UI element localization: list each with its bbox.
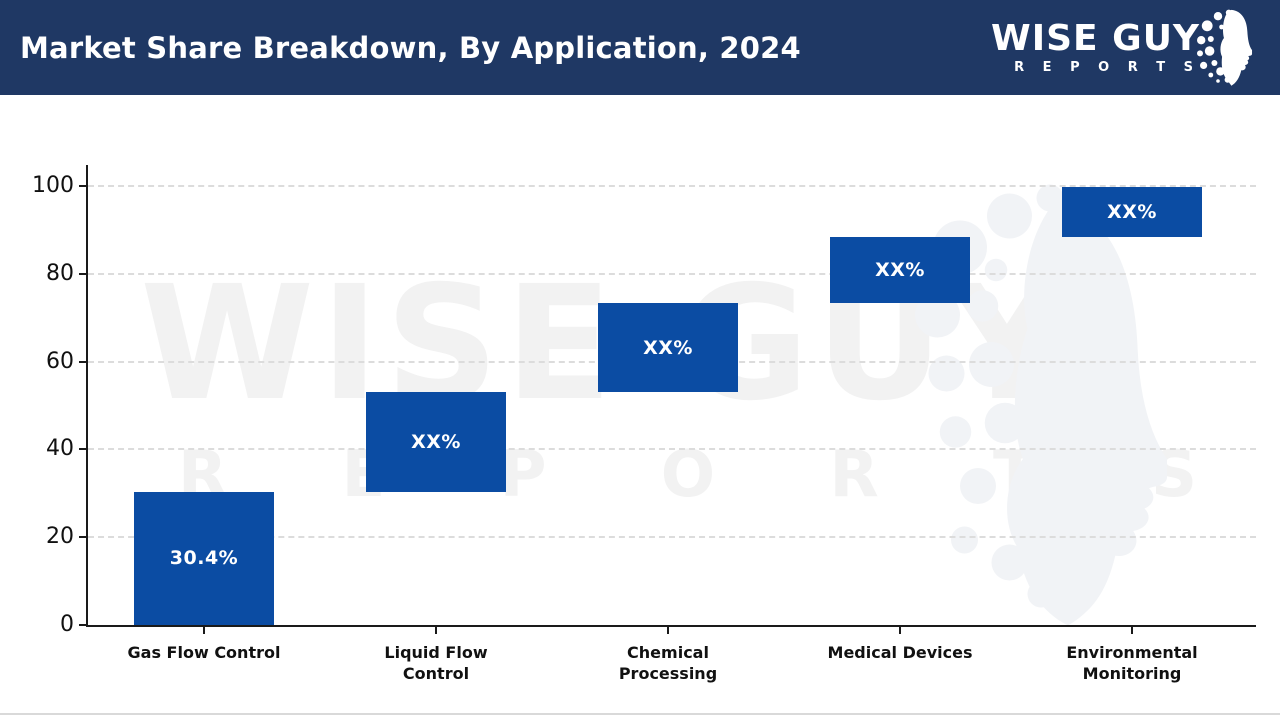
bar-value-label: 30.4% xyxy=(169,547,239,570)
bar-value-label: XX% xyxy=(643,336,693,359)
gridline-y-20 xyxy=(88,536,1256,539)
gridline-y-80 xyxy=(88,272,1256,275)
x-category-label: Chemical Processing xyxy=(618,643,718,683)
header: Market Share Breakdown, By Application, … xyxy=(0,0,1280,95)
x-category-label: Environmental Monitoring xyxy=(1066,643,1198,683)
x-category-label: Medical Devices xyxy=(827,643,973,662)
y-tick-label-0: 0 xyxy=(60,612,74,637)
y-tick-mark-60 xyxy=(79,360,86,363)
bar-segment: XX% xyxy=(598,303,738,393)
bar-segment: XX% xyxy=(1062,187,1202,238)
x-axis-line xyxy=(86,625,1256,627)
x-tick-mark xyxy=(203,627,205,634)
bar-segment: 30.4% xyxy=(134,491,274,625)
x-tick-mark xyxy=(667,627,669,634)
gridline-y-100 xyxy=(88,185,1256,188)
figure-bottom-border xyxy=(0,713,1280,715)
y-axis-line xyxy=(86,165,88,627)
logo-brand-name: WISE GUY xyxy=(990,18,1200,59)
wiseguy-logo: WISE GUY R E P O R T S xyxy=(991,9,1266,87)
watermark-head-icon xyxy=(915,184,1167,626)
logo-brand-subtitle: R E P O R T S xyxy=(1014,60,1200,75)
y-tick-mark-80 xyxy=(79,272,86,275)
gridline-y-40 xyxy=(88,448,1256,451)
y-tick-label-20: 20 xyxy=(46,524,74,550)
bar-value-label: XX% xyxy=(411,430,461,453)
y-tick-mark-0 xyxy=(79,624,86,626)
logo-text: WISE GUY R E P O R T S xyxy=(990,18,1200,75)
y-tick-mark-100 xyxy=(79,185,86,188)
y-tick-label-100: 100 xyxy=(32,173,74,199)
bar-value-label: XX% xyxy=(1107,201,1157,224)
x-category-label: Gas Flow Control xyxy=(127,643,281,662)
y-tick-mark-20 xyxy=(79,536,86,539)
bar-segment: XX% xyxy=(366,392,506,492)
logo-head-icon xyxy=(1197,9,1253,86)
x-tick-mark xyxy=(435,627,437,634)
x-category-label: Liquid Flow Control xyxy=(384,643,488,683)
y-tick-label-40: 40 xyxy=(46,436,74,462)
x-tick-mark xyxy=(899,627,901,634)
page-title: Market Share Breakdown, By Application, … xyxy=(20,30,801,65)
x-tick-mark xyxy=(1131,627,1133,634)
bar-segment: XX% xyxy=(830,237,970,304)
y-tick-mark-40 xyxy=(79,448,86,451)
bar-value-label: XX% xyxy=(875,259,925,282)
plot-area: 0 20 40 60 80 100 30.4% Gas Flow Control XX% Liqu… xyxy=(32,165,1256,683)
y-tick-label-80: 80 xyxy=(46,260,74,286)
y-tick-label-60: 60 xyxy=(46,348,74,374)
